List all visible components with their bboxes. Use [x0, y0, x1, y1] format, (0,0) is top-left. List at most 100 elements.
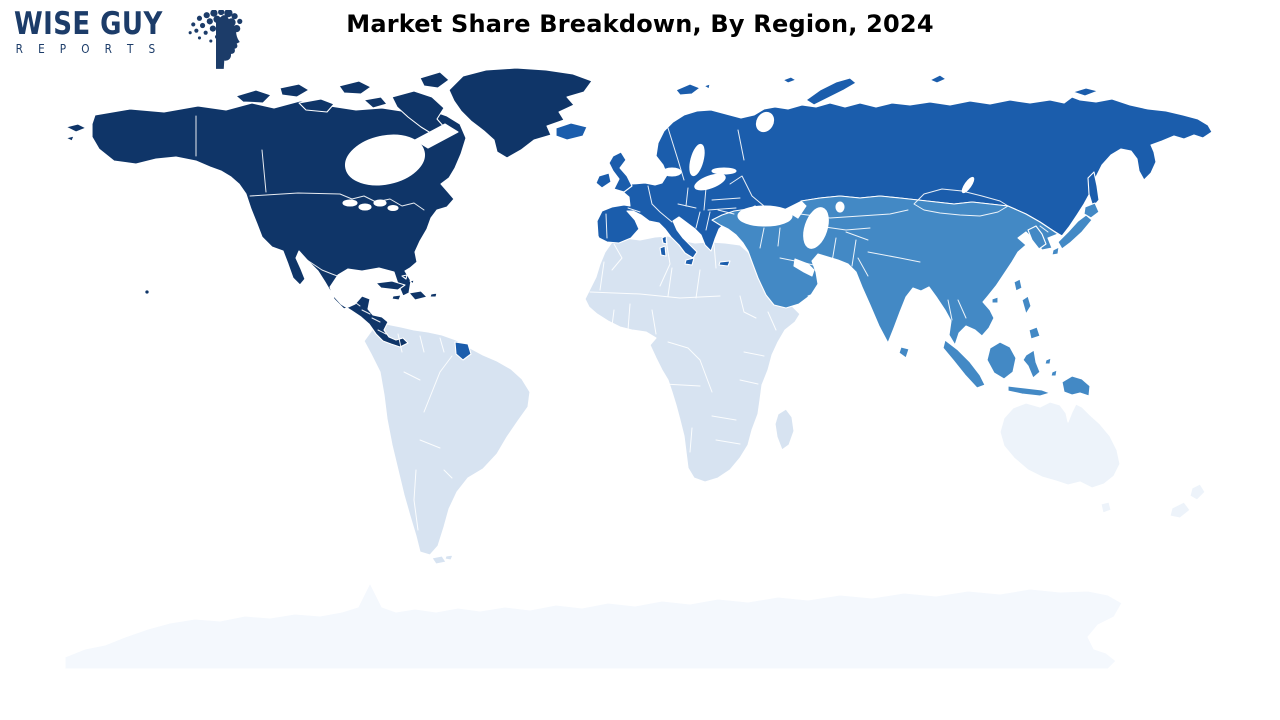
country-borders	[195, 115, 1049, 531]
bahamas-2	[409, 279, 415, 285]
franz-josef-land	[782, 76, 797, 84]
ireland	[595, 172, 612, 189]
white-sea	[755, 111, 775, 133]
border-canada-provinces	[261, 149, 267, 193]
sulawesi	[1022, 349, 1041, 379]
crete	[718, 260, 731, 267]
novaya-zemlya	[805, 77, 857, 106]
border-turkey-levant	[759, 227, 781, 249]
border-baltics-russia	[729, 175, 765, 207]
logo-subtitle: R E P O R T S	[15, 40, 162, 56]
falkland-islands	[444, 554, 454, 561]
skagerrak	[662, 167, 682, 177]
border-central-asia	[799, 209, 909, 231]
hainan	[991, 296, 999, 304]
sakhalin	[1087, 171, 1100, 208]
border-south-america-north	[397, 333, 445, 353]
seas-overlay	[342, 111, 975, 277]
great-lake-1	[342, 199, 358, 207]
great-lake-2	[358, 203, 372, 211]
lake-baikal	[961, 176, 975, 194]
border-central-america	[351, 299, 387, 335]
border-china-korea	[1039, 225, 1049, 233]
hudson-bay	[345, 134, 425, 186]
region-africa	[584, 235, 801, 483]
southampton-island	[363, 96, 388, 109]
border-france-germany	[647, 185, 673, 223]
logo-wordmark: WISE GUY	[14, 6, 163, 42]
tierra-del-fuego	[431, 555, 447, 565]
border-argentina-chile	[413, 439, 453, 531]
moluccas-1	[1044, 357, 1052, 365]
hawaii	[144, 289, 150, 295]
philippines-luzon	[1021, 295, 1032, 315]
new-siberian-islands	[1072, 87, 1099, 97]
region-apac-mea	[711, 195, 1100, 397]
black-sea	[737, 205, 793, 227]
caspian-sea	[803, 207, 829, 249]
region-north-america	[65, 67, 593, 348]
logo-head-icon	[188, 10, 243, 69]
iceland	[555, 122, 588, 141]
tasmania	[1100, 501, 1112, 514]
greenland	[448, 67, 593, 159]
gulf-of-finland	[711, 167, 737, 175]
new-zealand-north	[1189, 483, 1206, 501]
great-lake-4	[387, 204, 399, 212]
arctic-island-b	[279, 83, 310, 98]
new-guinea-west	[1061, 375, 1091, 397]
border-east-africa	[739, 295, 777, 385]
svalbard-islet	[703, 83, 711, 90]
ellesmere-island	[419, 71, 450, 89]
cuba	[375, 280, 406, 291]
border-balkans	[695, 209, 735, 231]
baltic-bothnia	[689, 143, 705, 177]
aleutian-2	[65, 135, 75, 142]
border-mongolia	[913, 188, 1009, 217]
south-america-mainland	[363, 323, 531, 556]
border-iberia	[605, 207, 641, 239]
eurasia-mainland	[596, 96, 1213, 259]
madagascar	[774, 408, 795, 451]
hispaniola	[408, 290, 428, 301]
border-central-africa	[663, 341, 713, 393]
borneo	[986, 341, 1017, 380]
sardinia	[659, 245, 667, 257]
logo-text: WISE GUY R E P O R T S	[14, 8, 163, 56]
border-india	[857, 251, 921, 277]
border-iran-afghanistan	[831, 231, 869, 267]
japan-honshu	[1057, 214, 1093, 250]
aral-sea	[835, 201, 845, 213]
korea-peninsula	[1027, 225, 1047, 250]
border-us-canada	[249, 192, 425, 211]
antarctica	[64, 582, 1123, 670]
java	[1007, 385, 1051, 397]
border-southern-africa	[689, 415, 741, 453]
new-zealand-south	[1169, 501, 1191, 519]
sumatra	[942, 339, 986, 389]
head-profile	[216, 16, 240, 69]
border-arabia	[779, 257, 825, 297]
region-south-america	[363, 323, 531, 565]
border-southeast-asia	[927, 289, 967, 331]
jamaica	[391, 294, 402, 301]
great-britain	[608, 151, 633, 193]
aleutian-1	[65, 123, 87, 133]
australia	[999, 401, 1121, 489]
arctic-island-a	[235, 89, 272, 104]
asia-mainland	[711, 195, 1059, 346]
page-title: Market Share Breakdown, By Region, 2024	[346, 10, 934, 38]
sicily	[684, 257, 695, 266]
baltic-sea	[694, 173, 726, 191]
border-west-africa	[611, 303, 657, 335]
wise-guy-reports-logo: WISE GUY R E P O R T S	[14, 8, 247, 72]
arctic-island-c	[338, 80, 372, 95]
region-europe-russia	[454, 74, 1213, 361]
region-oceania	[999, 401, 1206, 519]
victoria-island	[298, 98, 335, 113]
border-brazil-west	[403, 355, 453, 413]
border-sahel	[589, 267, 721, 299]
sri-lanka	[898, 346, 910, 359]
